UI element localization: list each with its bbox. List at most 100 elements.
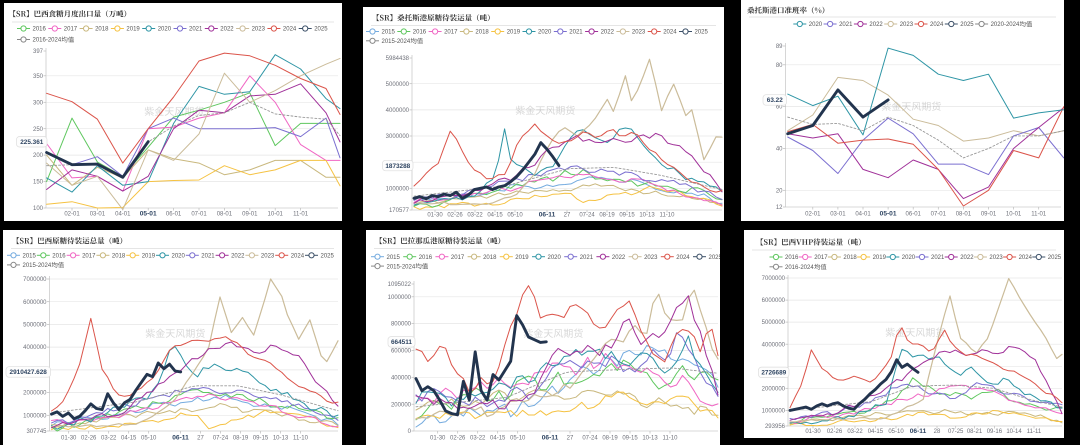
svg-text:12: 12 (776, 205, 783, 211)
svg-text:60: 60 (776, 105, 783, 111)
svg-text:80: 80 (776, 63, 783, 69)
svg-text:2016: 2016 (413, 30, 427, 36)
svg-text:5984438: 5984438 (386, 56, 410, 62)
svg-text:2020-2024: 2020-2024 (991, 22, 1020, 28)
svg-text:1095022: 1095022 (388, 282, 412, 288)
svg-text:07-24: 07-24 (213, 436, 229, 442)
svg-text:11-10: 11-10 (663, 436, 679, 442)
svg-text:10-14: 10-14 (1006, 429, 1022, 435)
svg-text:07-01: 07-01 (931, 212, 947, 218)
svg-text:2016: 2016 (52, 254, 66, 260)
svg-text:09-01: 09-01 (242, 212, 258, 218)
svg-text:2018: 2018 (483, 255, 497, 261)
svg-text:2015-2024: 2015-2024 (387, 264, 416, 270)
svg-text:05-10: 05-10 (507, 213, 523, 219)
svg-text:2025: 2025 (695, 30, 709, 36)
svg-text:4000000: 4000000 (386, 108, 410, 114)
svg-text:10-01: 10-01 (1006, 212, 1022, 218)
svg-text:2022: 2022 (220, 27, 234, 33)
svg-text:2020: 2020 (902, 255, 916, 261)
svg-text:4000000: 4000000 (762, 342, 786, 348)
svg-text:01-30: 01-30 (61, 436, 77, 442)
svg-text:2726689: 2726689 (761, 370, 786, 377)
svg-text:2019: 2019 (515, 255, 529, 261)
svg-text:2015: 2015 (23, 254, 37, 260)
svg-text:5000000: 5000000 (23, 323, 47, 329)
svg-text:2000000: 2000000 (762, 386, 786, 392)
svg-text:2018: 2018 (112, 254, 126, 260)
svg-text:300: 300 (33, 100, 44, 106)
svg-text:2025: 2025 (321, 254, 335, 260)
svg-text:27: 27 (564, 213, 571, 219)
svg-text:2024: 2024 (1019, 255, 1033, 261)
svg-text:01-30: 01-30 (430, 436, 446, 442)
svg-text:225.361: 225.361 (20, 139, 44, 146)
svg-text:2015: 2015 (387, 255, 401, 261)
svg-text:2020: 2020 (158, 27, 172, 33)
svg-text:2019: 2019 (142, 254, 156, 260)
svg-text:07-01: 07-01 (191, 212, 207, 218)
svg-text:664511: 664511 (391, 339, 412, 346)
svg-text:10-13: 10-13 (642, 436, 658, 442)
svg-text:40: 40 (776, 147, 783, 153)
svg-text:01-30: 01-30 (805, 429, 821, 435)
svg-text:400000: 400000 (391, 375, 412, 381)
svg-text:2017: 2017 (451, 255, 465, 261)
svg-text:2016: 2016 (785, 255, 799, 261)
svg-text:7000000: 7000000 (23, 277, 47, 283)
svg-text:2018: 2018 (95, 27, 109, 33)
svg-text:03-22: 03-22 (470, 436, 486, 442)
svg-text:1000000: 1000000 (386, 186, 410, 192)
svg-text:2020: 2020 (809, 22, 823, 28)
svg-text:2017: 2017 (444, 30, 458, 36)
svg-text:07-24: 07-24 (582, 436, 598, 442)
svg-text:08-01: 08-01 (956, 212, 972, 218)
svg-text:1873288: 1873288 (385, 163, 410, 170)
svg-text:07-25: 07-25 (948, 429, 964, 435)
svg-text:2021: 2021 (189, 27, 203, 33)
svg-text:06-11: 06-11 (172, 435, 189, 442)
svg-text:2016-2024: 2016-2024 (785, 265, 814, 271)
svg-text:08-21: 08-21 (967, 429, 983, 435)
svg-text:600000: 600000 (391, 349, 412, 355)
svg-text:293956: 293956 (765, 424, 786, 430)
svg-text:350: 350 (33, 74, 44, 80)
svg-text:2017: 2017 (64, 27, 78, 33)
svg-text:2015-2024: 2015-2024 (23, 263, 52, 269)
svg-text:04-01: 04-01 (115, 212, 131, 218)
svg-text:09-16: 09-16 (987, 429, 1003, 435)
svg-text:02-01: 02-01 (805, 212, 821, 218)
svg-text:2024: 2024 (291, 254, 305, 260)
svg-text:7000000: 7000000 (762, 276, 786, 282)
svg-text:10-01: 10-01 (268, 212, 284, 218)
svg-text:06-01: 06-01 (906, 212, 922, 218)
svg-text:2020: 2020 (538, 30, 552, 36)
svg-text:05-10: 05-10 (510, 436, 526, 442)
svg-text:09-15: 09-15 (619, 213, 635, 219)
svg-text:2025: 2025 (314, 27, 328, 33)
svg-text:5000000: 5000000 (386, 82, 410, 88)
svg-text:11-10: 11-10 (660, 213, 676, 219)
svg-text:2021: 2021 (839, 22, 853, 28)
svg-text:2024: 2024 (663, 30, 677, 36)
svg-text:1000000: 1000000 (762, 409, 786, 415)
svg-text:02-01: 02-01 (64, 212, 80, 218)
svg-text:1000000: 1000000 (388, 295, 412, 301)
svg-text:2015-2024: 2015-2024 (382, 39, 411, 45)
svg-text:3000000: 3000000 (386, 134, 410, 140)
svg-text:04-15: 04-15 (121, 436, 137, 442)
svg-text:02-26: 02-26 (81, 436, 97, 442)
svg-text:2023: 2023 (900, 22, 914, 28)
svg-text:2015: 2015 (382, 30, 396, 36)
svg-text:6000000: 6000000 (762, 298, 786, 304)
svg-text:11-11: 11-11 (1027, 429, 1042, 435)
svg-text:2022: 2022 (960, 255, 974, 261)
svg-text:27: 27 (197, 436, 204, 442)
svg-text:2016: 2016 (33, 27, 47, 33)
svg-text:2021: 2021 (931, 255, 945, 261)
svg-text:04-15: 04-15 (487, 213, 503, 219)
svg-text:397: 397 (33, 49, 44, 55)
svg-text:2023: 2023 (989, 255, 1003, 261)
svg-text:05-10: 05-10 (141, 436, 157, 442)
svg-text:08-19: 08-19 (233, 436, 249, 442)
